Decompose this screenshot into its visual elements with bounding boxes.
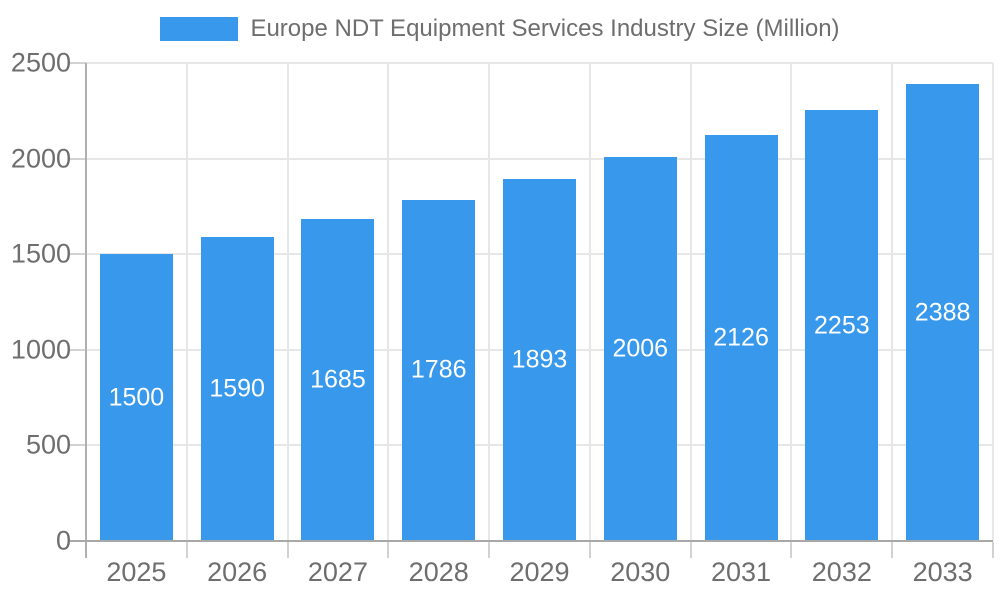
- bar-value-label: 2388: [914, 298, 971, 327]
- x-tick-label: 2031: [711, 557, 772, 587]
- v-gridline: [689, 63, 692, 541]
- x-tick-label: 2030: [610, 557, 671, 587]
- plot-area: 1500 1590 1685 1786 1893 2006 2126 2253 2388: [86, 62, 994, 541]
- bar: 2388: [906, 84, 980, 541]
- x-tick-mark: [992, 542, 994, 558]
- v-gridline: [185, 63, 188, 541]
- y-tick-mark: [70, 253, 86, 256]
- v-gridline: [992, 63, 994, 541]
- x-tick-mark: [387, 542, 390, 558]
- x-tick-mark: [790, 542, 793, 558]
- x-tick-label: 2028: [408, 557, 469, 587]
- h-gridline: [86, 157, 993, 160]
- bar: 1893: [502, 179, 576, 541]
- bar: 1590: [200, 237, 274, 541]
- y-tick-mark: [70, 444, 86, 447]
- bar: 2126: [704, 134, 778, 541]
- legend: Europe NDT Equipment Services Industry S…: [0, 15, 1000, 44]
- x-tick-label: 2025: [106, 557, 167, 587]
- x-tick-label: 2033: [912, 557, 973, 587]
- v-gridline: [588, 63, 591, 541]
- v-gridline: [488, 63, 491, 541]
- bar: 2253: [805, 110, 879, 541]
- x-tick-label: 2032: [811, 557, 872, 587]
- bar-value-label: 2126: [713, 323, 769, 352]
- v-gridline: [387, 63, 390, 541]
- h-gridline: [86, 62, 993, 64]
- y-tick-label: 2000: [10, 143, 71, 174]
- bar-value-label: 1590: [209, 374, 265, 403]
- y-tick-mark: [70, 62, 86, 64]
- x-axis-line: [70, 540, 993, 542]
- x-tick-label: 2029: [509, 557, 570, 587]
- x-tick-mark: [488, 542, 491, 558]
- bar: 2006: [603, 157, 677, 541]
- chart-title: Europe NDT Equipment Services Industry S…: [250, 15, 840, 42]
- y-tick-mark: [70, 157, 86, 160]
- x-tick-mark: [588, 542, 591, 558]
- v-gridline: [790, 63, 793, 541]
- x-tick-mark: [689, 542, 692, 558]
- x-tick-mark: [891, 542, 894, 558]
- y-tick-label: 2500: [10, 47, 71, 78]
- bar-value-label: 1500: [108, 383, 165, 412]
- bar: 1786: [402, 199, 476, 541]
- bar-value-label: 1893: [511, 345, 568, 374]
- bar: 1500: [99, 254, 173, 541]
- y-tick-label: 0: [55, 525, 71, 556]
- bar-value-label: 1685: [310, 365, 366, 394]
- y-tick-mark: [70, 348, 86, 351]
- y-axis-line: [85, 63, 87, 558]
- v-gridline: [286, 63, 289, 541]
- legend-swatch: [160, 17, 239, 42]
- x-tick-mark: [185, 542, 188, 558]
- x-tick-label: 2026: [207, 557, 268, 587]
- x-tick-mark: [286, 542, 289, 558]
- y-tick-label: 1000: [10, 334, 71, 365]
- bar: 1685: [301, 218, 375, 541]
- y-tick-label: 1500: [10, 238, 71, 269]
- x-tick-label: 2027: [307, 557, 368, 587]
- y-tick-label: 500: [25, 429, 71, 460]
- bar-value-label: 2253: [814, 311, 870, 340]
- bar-value-label: 2006: [612, 334, 669, 363]
- v-gridline: [891, 63, 894, 541]
- bar-value-label: 1786: [410, 355, 467, 384]
